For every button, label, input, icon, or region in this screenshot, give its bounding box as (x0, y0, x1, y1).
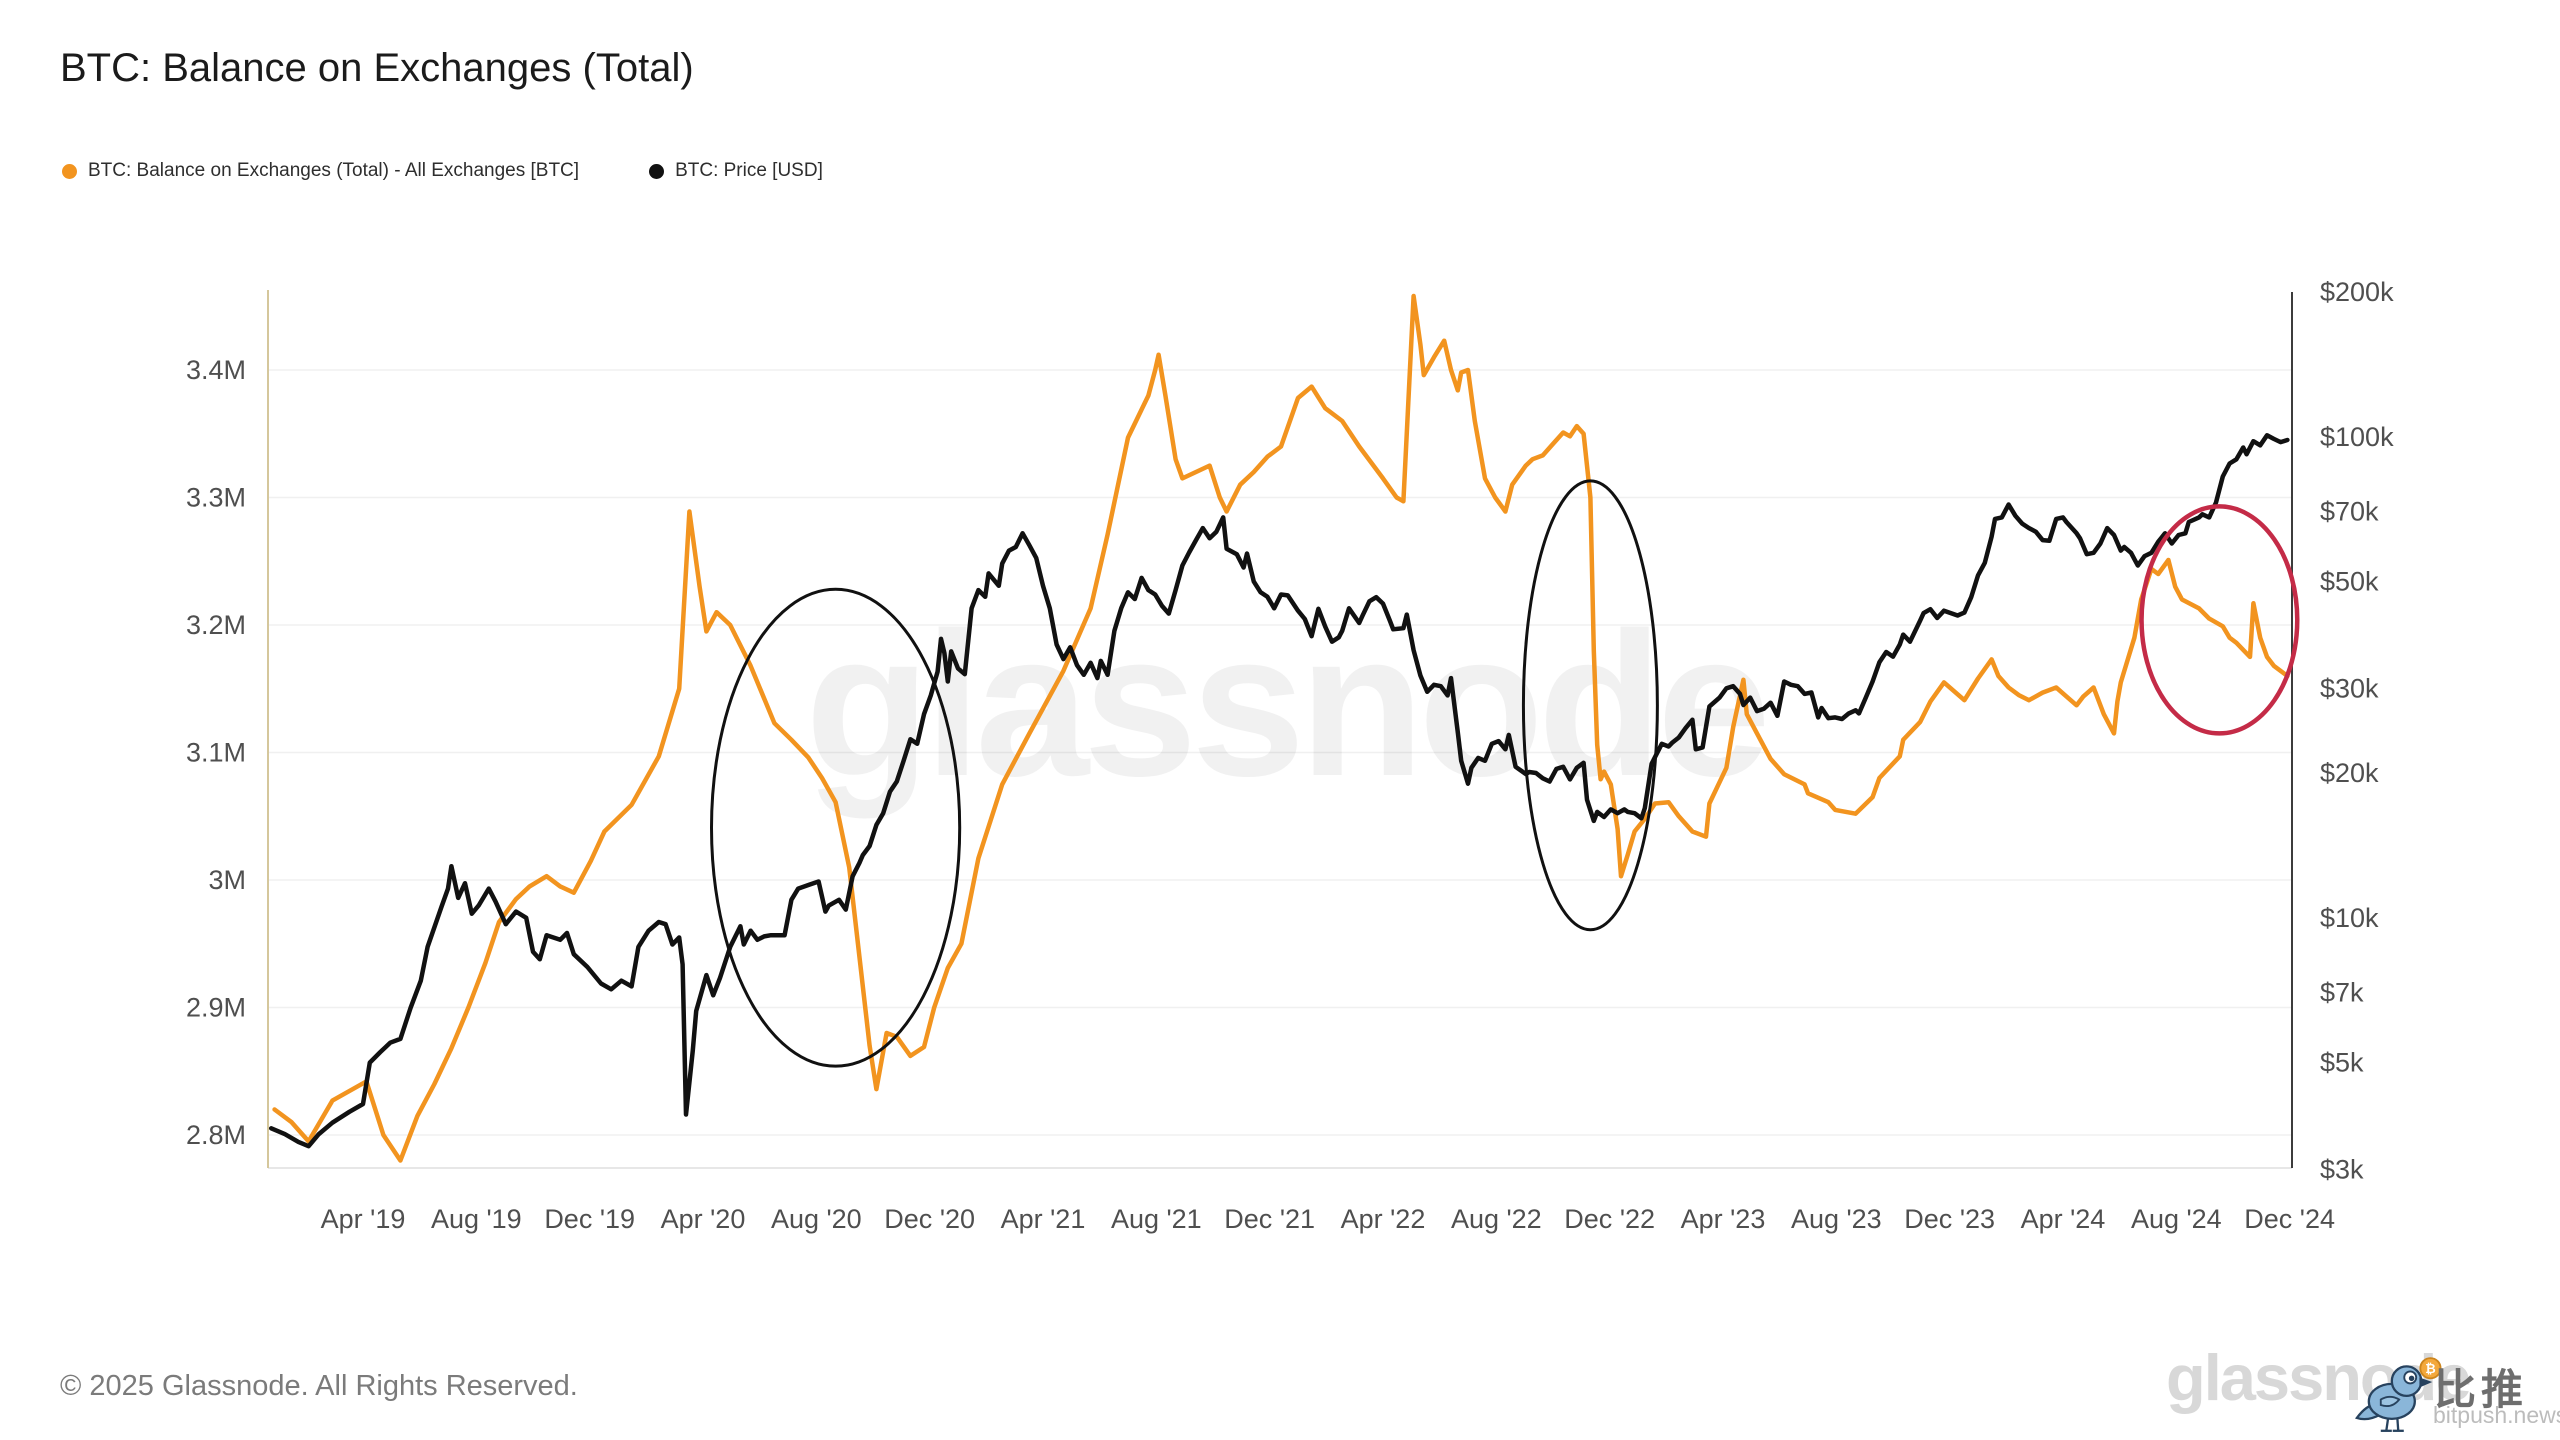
bitpush-chinese-name: 比推 (2434, 1366, 2529, 1413)
legend-swatch-balance-icon (62, 163, 77, 179)
x-axis-label: Dec '19 (544, 1204, 635, 1234)
x-axis-label: Dec '24 (2244, 1204, 2335, 1234)
y-axis-label-left: 3.2M (186, 610, 246, 640)
y-axis-label-right: $20k (2320, 758, 2379, 788)
y-axis-label-right: $200k (2320, 277, 2394, 307)
x-axis-label: Apr '21 (1001, 1204, 1086, 1234)
x-axis-label: Aug '23 (1791, 1204, 1882, 1234)
x-axis-label: Aug '19 (431, 1204, 522, 1234)
bitpush-domain-text: bitpush.news (2433, 1402, 2560, 1428)
y-axis-label-right: $100k (2320, 422, 2394, 452)
bird-leg-right (2396, 1417, 2400, 1431)
annotation-ellipse-3 (2139, 504, 2300, 736)
y-axis-label-left: 2.9M (186, 993, 246, 1023)
y-axis-label-right: $70k (2320, 496, 2379, 526)
bitpush-bird-icon: ₿ (2354, 1357, 2442, 1432)
y-axis-label-left: 2.8M (186, 1120, 246, 1150)
x-axis-label: Dec '22 (1564, 1204, 1655, 1234)
annotation-ellipse-1 (710, 587, 962, 1068)
bird-wing (2379, 1395, 2401, 1407)
y-axis-label-left: 3.1M (186, 738, 246, 768)
y-axis-label-right: $5k (2320, 1048, 2364, 1078)
legend-item-price[interactable]: BTC: Price [USD] (649, 160, 823, 182)
y-axis-label-right: $7k (2320, 977, 2364, 1007)
y-axis-label-right: $3k (2320, 1154, 2364, 1184)
x-axis-label: Aug '20 (771, 1204, 862, 1234)
legend-item-balance[interactable]: BTC: Balance on Exchanges (Total) - All … (62, 160, 579, 182)
y-axis-label-right: $30k (2320, 673, 2379, 703)
legend-label-balance: BTC: Balance on Exchanges (Total) - All … (88, 160, 580, 181)
annotation-ellipse-2 (1521, 479, 1659, 932)
bird-pupil (2408, 1375, 2415, 1382)
x-axis-label: Aug '21 (1111, 1204, 1202, 1234)
y-axis-label-right: $10k (2320, 903, 2379, 933)
x-axis-label: Aug '24 (2131, 1204, 2222, 1234)
x-axis-label: Apr '24 (2021, 1204, 2106, 1234)
x-axis-label: Dec '23 (1904, 1204, 1995, 1234)
copyright-text: © 2025 Glassnode. All Rights Reserved. (60, 1370, 578, 1402)
x-axis-label: Dec '20 (884, 1204, 975, 1234)
x-axis-label: Apr '19 (321, 1204, 406, 1234)
x-axis-label: Apr '22 (1341, 1204, 1426, 1234)
bitcoin-coin-symbol: ₿ (2425, 1362, 2436, 1377)
chart-title: BTC: Balance on Exchanges (Total) (60, 46, 694, 90)
x-axis-label: Apr '20 (661, 1204, 746, 1234)
x-axis-label: Dec '21 (1224, 1204, 1315, 1234)
legend-swatch-price-icon (649, 163, 665, 179)
bird-leg-left (2385, 1417, 2390, 1431)
plot-area[interactable] (268, 290, 2292, 1168)
x-axis-label: Apr '23 (1681, 1204, 1766, 1234)
y-axis-label-left: 3.3M (186, 483, 246, 513)
price-series-line (268, 433, 2290, 1149)
y-axis-label-right: $50k (2320, 567, 2379, 597)
y-axis-label-left: 3.4M (186, 355, 246, 385)
x-axis-label: Aug '22 (1451, 1204, 1542, 1234)
bitcoin-coin-icon (2419, 1357, 2442, 1380)
y-axis-label-left: 3M (208, 865, 246, 895)
bird-beak (2419, 1377, 2433, 1388)
legend: BTC: Balance on Exchanges (Total) - All … (62, 160, 823, 182)
legend-label-price: BTC: Price [USD] (675, 160, 823, 181)
